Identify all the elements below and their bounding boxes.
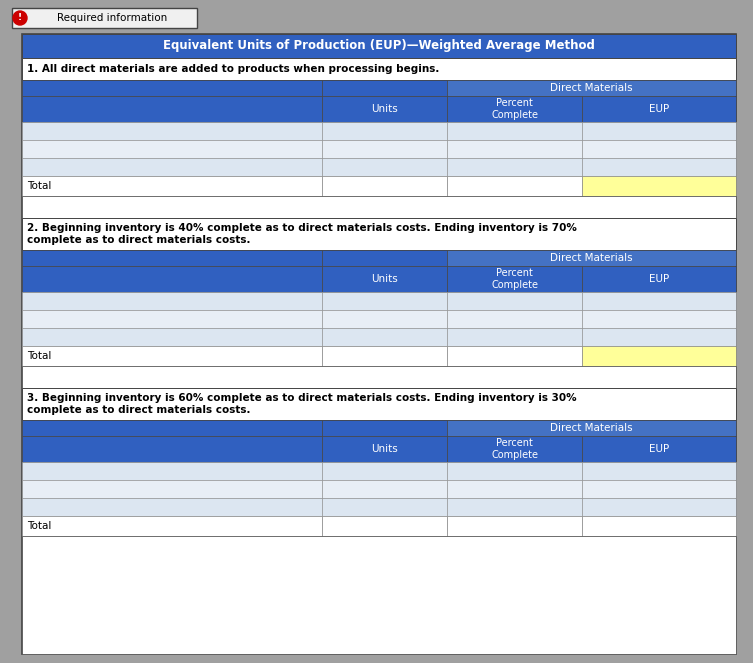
Bar: [322, 328, 447, 346]
Bar: [22, 80, 322, 96]
Text: Units: Units: [371, 104, 398, 114]
Bar: [22, 310, 322, 328]
Bar: [322, 140, 447, 158]
Text: Direct Materials: Direct Materials: [550, 423, 633, 433]
Bar: [22, 292, 322, 310]
Text: EUP: EUP: [649, 104, 669, 114]
Bar: [22, 536, 736, 654]
Bar: [322, 480, 447, 498]
Bar: [322, 122, 447, 140]
Text: 2. Beginning inventory is 40% complete as to direct materials costs. Ending inve: 2. Beginning inventory is 40% complete a…: [27, 223, 577, 245]
Bar: [322, 250, 447, 266]
Bar: [322, 436, 447, 462]
Bar: [322, 420, 447, 436]
Text: Percent
Complete: Percent Complete: [491, 269, 538, 290]
Bar: [22, 218, 736, 250]
Bar: [322, 80, 447, 96]
Text: Direct Materials: Direct Materials: [550, 253, 633, 263]
Bar: [447, 436, 583, 462]
Text: Equivalent Units of Production (EUP)—Weighted Average Method: Equivalent Units of Production (EUP)—Wei…: [163, 40, 595, 52]
Bar: [322, 96, 447, 122]
Bar: [583, 328, 736, 346]
Bar: [583, 176, 736, 196]
Bar: [22, 516, 322, 536]
Bar: [22, 436, 322, 462]
Text: Units: Units: [371, 444, 398, 454]
Bar: [447, 328, 583, 346]
Bar: [22, 480, 322, 498]
Bar: [22, 122, 322, 140]
Bar: [22, 366, 736, 388]
Text: 1. All direct materials are added to products when processing begins.: 1. All direct materials are added to pro…: [27, 64, 439, 74]
Text: Total: Total: [27, 181, 51, 191]
Bar: [447, 516, 583, 536]
Bar: [447, 292, 583, 310]
Bar: [447, 250, 736, 266]
Text: Direct Materials: Direct Materials: [550, 83, 633, 93]
Bar: [322, 498, 447, 516]
Bar: [583, 140, 736, 158]
Bar: [22, 176, 322, 196]
Text: Units: Units: [371, 274, 398, 284]
Bar: [447, 158, 583, 176]
Text: EUP: EUP: [649, 444, 669, 454]
Bar: [22, 34, 736, 58]
Bar: [322, 266, 447, 292]
Bar: [583, 310, 736, 328]
Text: Total: Total: [27, 351, 51, 361]
Bar: [22, 158, 322, 176]
Bar: [447, 498, 583, 516]
Bar: [447, 96, 583, 122]
Bar: [322, 176, 447, 196]
Bar: [583, 122, 736, 140]
Bar: [447, 266, 583, 292]
Bar: [583, 462, 736, 480]
Bar: [583, 498, 736, 516]
Bar: [22, 388, 736, 420]
Text: Percent
Complete: Percent Complete: [491, 98, 538, 120]
Bar: [583, 436, 736, 462]
Bar: [22, 498, 322, 516]
Bar: [583, 346, 736, 366]
Bar: [583, 516, 736, 536]
Bar: [22, 58, 736, 80]
Bar: [447, 176, 583, 196]
Text: EUP: EUP: [649, 274, 669, 284]
Bar: [583, 266, 736, 292]
Bar: [447, 80, 736, 96]
Bar: [447, 480, 583, 498]
Bar: [322, 158, 447, 176]
Text: !: !: [18, 13, 22, 23]
Bar: [22, 266, 322, 292]
Bar: [447, 122, 583, 140]
Bar: [22, 196, 736, 218]
Bar: [447, 420, 736, 436]
Bar: [22, 96, 322, 122]
Bar: [22, 420, 322, 436]
Bar: [583, 480, 736, 498]
Bar: [447, 310, 583, 328]
Bar: [322, 292, 447, 310]
Bar: [22, 250, 322, 266]
Bar: [22, 346, 322, 366]
Bar: [322, 310, 447, 328]
Bar: [447, 140, 583, 158]
Text: 3. Beginning inventory is 60% complete as to direct materials costs. Ending inve: 3. Beginning inventory is 60% complete a…: [27, 393, 577, 415]
Circle shape: [13, 11, 27, 25]
Bar: [583, 292, 736, 310]
Text: Percent
Complete: Percent Complete: [491, 438, 538, 460]
Bar: [322, 516, 447, 536]
Text: Required information: Required information: [57, 13, 167, 23]
Bar: [583, 96, 736, 122]
Bar: [583, 158, 736, 176]
Bar: [22, 462, 322, 480]
Bar: [12, 8, 197, 28]
Bar: [322, 346, 447, 366]
Bar: [447, 346, 583, 366]
Bar: [22, 328, 322, 346]
Text: Total: Total: [27, 521, 51, 531]
Bar: [22, 140, 322, 158]
Bar: [447, 462, 583, 480]
Bar: [322, 462, 447, 480]
